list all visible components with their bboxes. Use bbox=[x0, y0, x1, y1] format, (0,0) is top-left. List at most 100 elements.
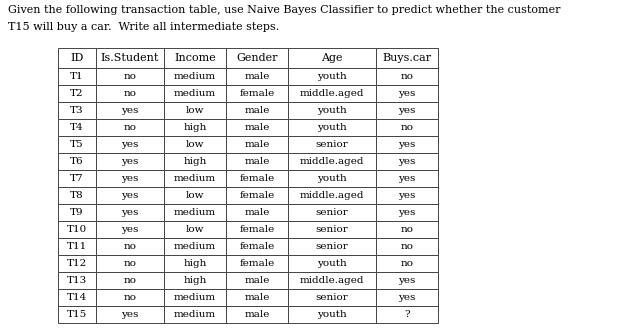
Bar bbox=[164, 255, 226, 272]
Text: T15 will buy a car.  Write all intermediate steps.: T15 will buy a car. Write all intermedia… bbox=[8, 22, 279, 32]
Text: yes: yes bbox=[121, 140, 139, 149]
Bar bbox=[58, 221, 96, 238]
Bar bbox=[376, 170, 438, 187]
Text: female: female bbox=[239, 259, 274, 268]
Bar bbox=[288, 221, 376, 238]
Text: T1: T1 bbox=[70, 72, 84, 81]
Bar bbox=[376, 221, 438, 238]
Text: male: male bbox=[244, 157, 270, 166]
Text: male: male bbox=[244, 276, 270, 285]
Bar bbox=[164, 85, 226, 102]
Bar bbox=[96, 153, 164, 170]
Bar bbox=[58, 102, 96, 119]
Text: low: low bbox=[186, 106, 204, 115]
Bar bbox=[96, 238, 164, 255]
Text: no: no bbox=[124, 276, 136, 285]
Text: Is.Student: Is.Student bbox=[101, 53, 159, 63]
Bar bbox=[226, 221, 288, 238]
Bar bbox=[164, 102, 226, 119]
Text: yes: yes bbox=[121, 106, 139, 115]
Text: male: male bbox=[244, 72, 270, 81]
Text: senior: senior bbox=[316, 293, 348, 302]
Bar bbox=[226, 306, 288, 323]
Bar bbox=[288, 102, 376, 119]
Bar bbox=[58, 68, 96, 85]
Text: no: no bbox=[124, 89, 136, 98]
Bar bbox=[288, 238, 376, 255]
Bar bbox=[96, 85, 164, 102]
Bar bbox=[226, 102, 288, 119]
Bar bbox=[226, 48, 288, 68]
Bar bbox=[96, 221, 164, 238]
Bar bbox=[164, 272, 226, 289]
Bar bbox=[376, 204, 438, 221]
Bar bbox=[376, 153, 438, 170]
Text: senior: senior bbox=[316, 225, 348, 234]
Bar bbox=[288, 187, 376, 204]
Bar bbox=[226, 238, 288, 255]
Text: no: no bbox=[124, 72, 136, 81]
Bar bbox=[164, 306, 226, 323]
Bar bbox=[58, 119, 96, 136]
Text: medium: medium bbox=[174, 293, 216, 302]
Bar bbox=[164, 153, 226, 170]
Bar bbox=[96, 272, 164, 289]
Bar bbox=[288, 255, 376, 272]
Bar bbox=[96, 255, 164, 272]
Text: T2: T2 bbox=[70, 89, 84, 98]
Text: T15: T15 bbox=[67, 310, 87, 319]
Bar bbox=[58, 255, 96, 272]
Text: yes: yes bbox=[398, 106, 416, 115]
Text: senior: senior bbox=[316, 208, 348, 217]
Bar bbox=[58, 48, 96, 68]
Bar bbox=[58, 85, 96, 102]
Bar bbox=[58, 289, 96, 306]
Bar bbox=[376, 272, 438, 289]
Text: no: no bbox=[124, 259, 136, 268]
Text: T12: T12 bbox=[67, 259, 87, 268]
Text: T10: T10 bbox=[67, 225, 87, 234]
Bar bbox=[164, 238, 226, 255]
Text: youth: youth bbox=[317, 106, 347, 115]
Bar bbox=[288, 68, 376, 85]
Bar bbox=[226, 289, 288, 306]
Text: low: low bbox=[186, 140, 204, 149]
Text: yes: yes bbox=[121, 225, 139, 234]
Text: T8: T8 bbox=[70, 191, 84, 200]
Text: T4: T4 bbox=[70, 123, 84, 132]
Bar bbox=[164, 48, 226, 68]
Text: yes: yes bbox=[398, 174, 416, 183]
Text: yes: yes bbox=[398, 191, 416, 200]
Text: no: no bbox=[401, 72, 414, 81]
Bar bbox=[58, 170, 96, 187]
Text: male: male bbox=[244, 208, 270, 217]
Bar bbox=[58, 204, 96, 221]
Text: senior: senior bbox=[316, 140, 348, 149]
Bar bbox=[96, 136, 164, 153]
Text: no: no bbox=[401, 242, 414, 251]
Bar bbox=[288, 272, 376, 289]
Text: male: male bbox=[244, 123, 270, 132]
Text: medium: medium bbox=[174, 72, 216, 81]
Bar bbox=[58, 136, 96, 153]
Text: senior: senior bbox=[316, 242, 348, 251]
Text: high: high bbox=[183, 123, 207, 132]
Bar bbox=[164, 204, 226, 221]
Text: high: high bbox=[183, 259, 207, 268]
Bar bbox=[164, 221, 226, 238]
Text: middle.aged: middle.aged bbox=[300, 191, 364, 200]
Bar bbox=[96, 48, 164, 68]
Text: T11: T11 bbox=[67, 242, 87, 251]
Text: female: female bbox=[239, 174, 274, 183]
Bar bbox=[96, 102, 164, 119]
Text: yes: yes bbox=[398, 157, 416, 166]
Bar bbox=[226, 255, 288, 272]
Text: youth: youth bbox=[317, 174, 347, 183]
Bar bbox=[288, 153, 376, 170]
Text: no: no bbox=[124, 293, 136, 302]
Bar bbox=[226, 170, 288, 187]
Text: T5: T5 bbox=[70, 140, 84, 149]
Text: yes: yes bbox=[121, 174, 139, 183]
Text: medium: medium bbox=[174, 174, 216, 183]
Bar bbox=[96, 187, 164, 204]
